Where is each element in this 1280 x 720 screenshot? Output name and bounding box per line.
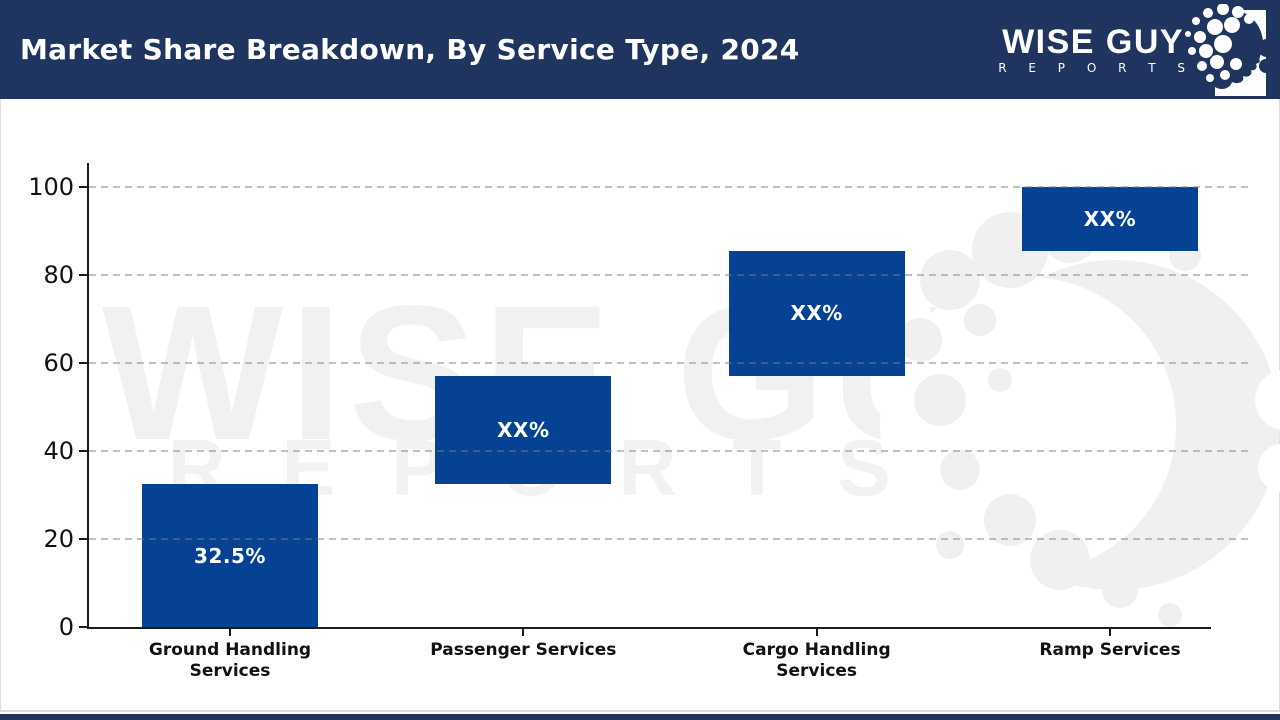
y-tick-0 — [79, 626, 87, 628]
bar-segment-4: XX% — [1021, 187, 1198, 251]
category-label-4: Ramp Services — [960, 640, 1260, 661]
footer-band — [0, 714, 1280, 720]
x-tick-1 — [229, 629, 231, 636]
chart-title: Market Share Breakdown, By Service Type,… — [20, 33, 800, 66]
y-tick-label-100: 100 — [28, 173, 74, 201]
y-tick-100 — [79, 186, 87, 188]
y-tick-80 — [79, 274, 87, 276]
brand-logo: WISE GUY R E P O R T S — [992, 3, 1266, 96]
category-label-line: Ramp Services — [1039, 640, 1181, 660]
brand-subname: R E P O R T S — [998, 60, 1194, 75]
y-tick-label-80: 80 — [43, 261, 74, 289]
gridline-80 — [89, 274, 1252, 276]
y-axis-line — [87, 163, 89, 629]
category-label-3: Cargo Handling Services — [667, 640, 967, 682]
category-label-line: Cargo Handling — [742, 640, 891, 660]
x-axis-line — [87, 627, 1211, 629]
brand-head-icon — [1185, 3, 1266, 96]
y-tick-label-20: 20 — [43, 525, 74, 553]
y-tick-20 — [79, 538, 87, 540]
category-label-line: Passenger Services — [430, 640, 617, 660]
brand-name: WISE GUY — [1002, 22, 1185, 61]
bar-segment-3: XX% — [728, 250, 905, 377]
y-tick-label-40: 40 — [43, 437, 74, 465]
bar-segment-2: XX% — [435, 376, 612, 484]
brand-logo-text: WISE GUY R E P O R T S — [992, 25, 1194, 75]
y-tick-label-60: 60 — [43, 349, 74, 377]
y-tick-label-0: 0 — [58, 613, 74, 641]
bar-value-label: 32.5% — [194, 543, 266, 568]
gridline-60 — [89, 362, 1252, 364]
gridline-100 — [89, 186, 1252, 188]
x-tick-4 — [1108, 629, 1111, 636]
gridline-40 — [89, 450, 1252, 452]
header-band: Market Share Breakdown, By Service Type,… — [0, 0, 1280, 99]
bar-value-label: XX% — [1083, 206, 1137, 231]
category-label-line: Services — [189, 661, 271, 681]
category-label-2: Passenger Services — [373, 640, 673, 661]
category-label-line: Services — [776, 661, 858, 681]
y-tick-60 — [79, 362, 87, 364]
x-tick-2 — [522, 629, 525, 636]
x-tick-3 — [815, 629, 818, 636]
gridline-20 — [89, 538, 1252, 540]
bar-value-label: XX% — [497, 418, 550, 443]
y-tick-40 — [79, 450, 87, 452]
watermark-head-graphic — [880, 207, 1280, 627]
category-label-1: Ground Handling Services — [80, 640, 380, 682]
category-label-line: Ground Handling — [148, 640, 312, 660]
bar-segment-1: 32.5% — [142, 484, 318, 627]
bar-value-label: XX% — [790, 301, 843, 326]
